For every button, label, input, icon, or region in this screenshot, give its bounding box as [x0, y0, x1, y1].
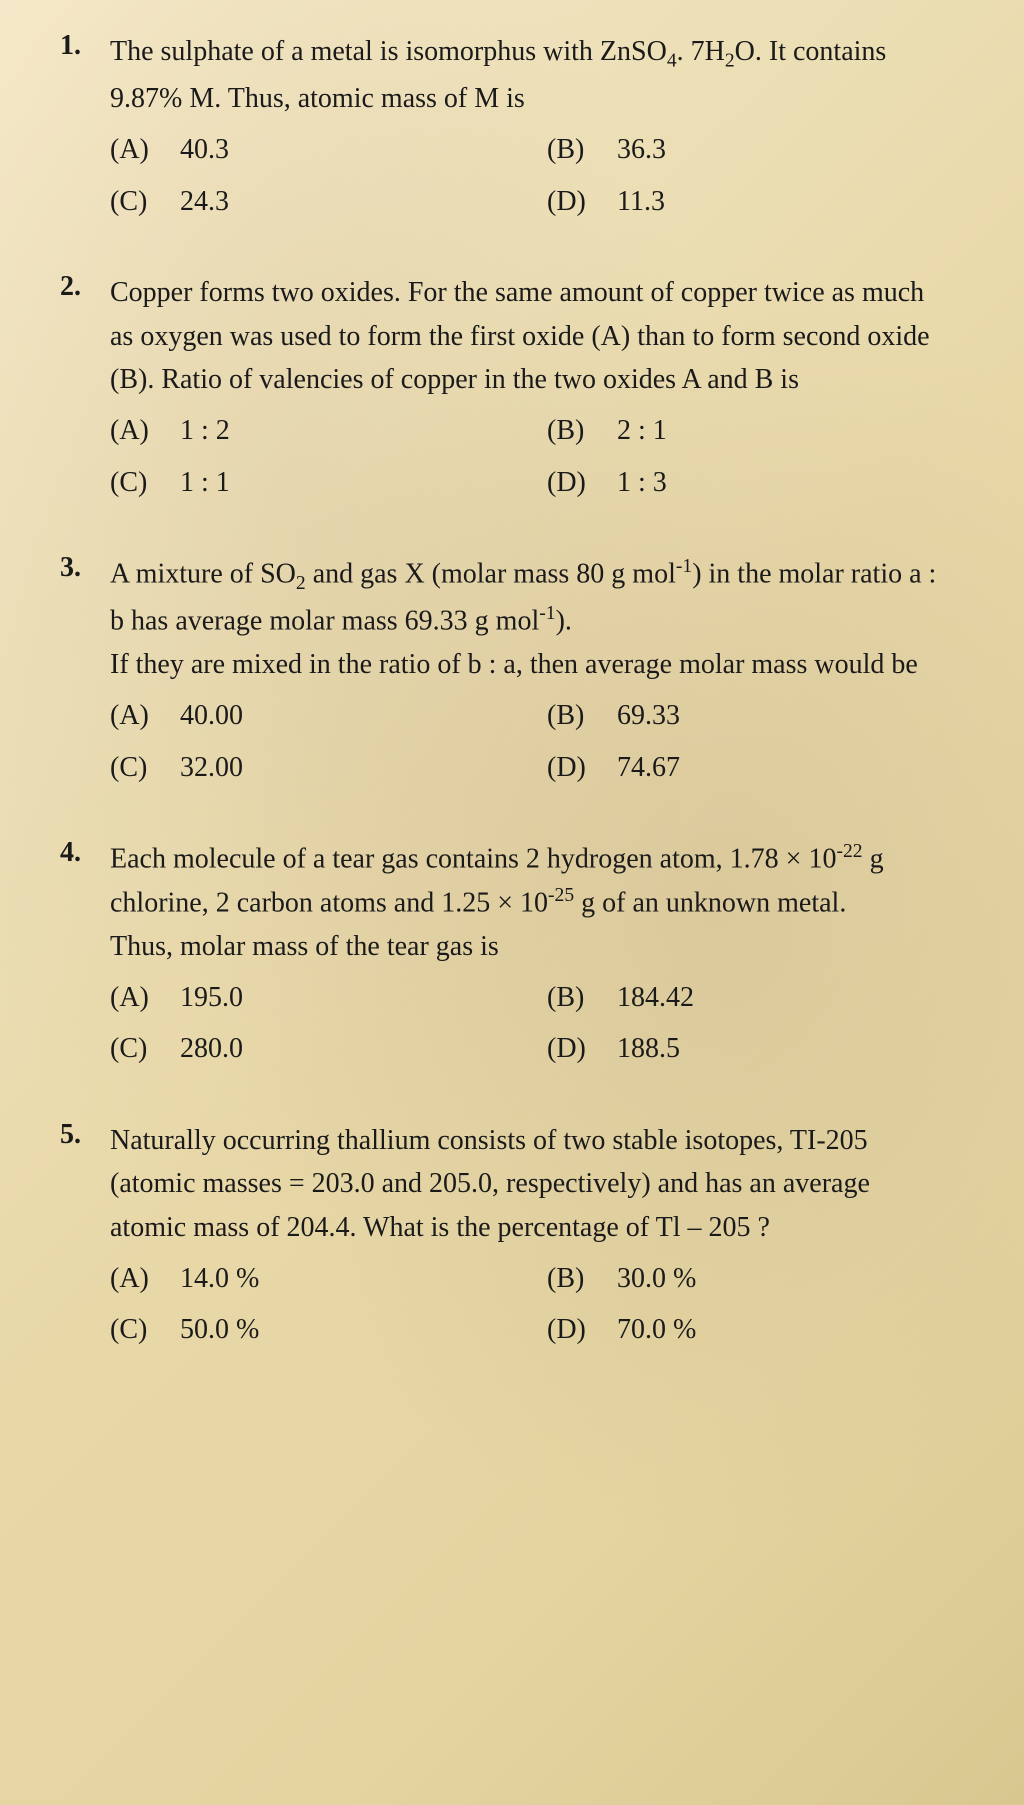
- option-value: 1 : 3: [617, 461, 667, 504]
- option-label: (C): [110, 1308, 160, 1351]
- option-a[interactable]: (A) 40.00: [110, 694, 507, 737]
- option-c[interactable]: (C) 280.0: [110, 1027, 507, 1070]
- option-value: 36.3: [617, 128, 666, 171]
- option-label: (D): [547, 461, 597, 504]
- option-c[interactable]: (C) 1 : 1: [110, 461, 507, 504]
- option-label: (D): [547, 1308, 597, 1351]
- option-value: 14.0 %: [180, 1257, 259, 1300]
- question-5: 5.Naturally occurring thallium consists …: [40, 1119, 944, 1352]
- option-value: 30.0 %: [617, 1257, 696, 1300]
- option-label: (B): [547, 409, 597, 452]
- option-value: 50.0 %: [180, 1308, 259, 1351]
- option-a[interactable]: (A) 195.0: [110, 976, 507, 1019]
- question-number: 1.: [40, 30, 110, 223]
- option-label: (B): [547, 1257, 597, 1300]
- question-text: Each molecule of a tear gas contains 2 h…: [110, 837, 944, 968]
- option-value: 32.00: [180, 746, 243, 789]
- option-label: (A): [110, 976, 160, 1019]
- option-label: (A): [110, 409, 160, 452]
- option-label: (C): [110, 1027, 160, 1070]
- option-label: (D): [547, 746, 597, 789]
- question-1: 1.The sulphate of a metal is isomorphus …: [40, 30, 944, 223]
- question-4: 4.Each molecule of a tear gas contains 2…: [40, 837, 944, 1071]
- option-label: (D): [547, 180, 597, 223]
- option-value: 195.0: [180, 976, 243, 1019]
- option-label: (B): [547, 694, 597, 737]
- option-value: 1 : 2: [180, 409, 230, 452]
- option-label: (C): [110, 461, 160, 504]
- option-b[interactable]: (B) 184.42: [547, 976, 944, 1019]
- question-text: Copper forms two oxides. For the same am…: [110, 271, 944, 401]
- option-d[interactable]: (D) 1 : 3: [547, 461, 944, 504]
- option-label: (A): [110, 1257, 160, 1300]
- option-c[interactable]: (C) 50.0 %: [110, 1308, 507, 1351]
- question-number: 3.: [40, 552, 110, 789]
- option-value: 74.67: [617, 746, 680, 789]
- option-value: 184.42: [617, 976, 694, 1019]
- option-d[interactable]: (D) 70.0 %: [547, 1308, 944, 1351]
- question-3: 3.A mixture of SO2 and gas X (molar mass…: [40, 552, 944, 789]
- options-grid: (A) 195.0 (B) 184.42 (C) 280.0 (D) 188.5: [110, 976, 944, 1071]
- question-body: Each molecule of a tear gas contains 2 h…: [110, 837, 944, 1071]
- option-d[interactable]: (D) 11.3: [547, 180, 944, 223]
- option-value: 40.3: [180, 128, 229, 171]
- options-grid: (A) 40.3 (B) 36.3 (C) 24.3 (D) 11.3: [110, 128, 944, 223]
- option-value: 280.0: [180, 1027, 243, 1070]
- option-value: 69.33: [617, 694, 680, 737]
- option-c[interactable]: (C) 32.00: [110, 746, 507, 789]
- option-value: 1 : 1: [180, 461, 230, 504]
- option-b[interactable]: (B) 30.0 %: [547, 1257, 944, 1300]
- question-text: A mixture of SO2 and gas X (molar mass 8…: [110, 552, 944, 686]
- option-value: 24.3: [180, 180, 229, 223]
- option-value: 11.3: [617, 180, 665, 223]
- question-number: 5.: [40, 1119, 110, 1352]
- question-body: Copper forms two oxides. For the same am…: [110, 271, 944, 504]
- option-label: (A): [110, 694, 160, 737]
- option-a[interactable]: (A) 14.0 %: [110, 1257, 507, 1300]
- option-a[interactable]: (A) 40.3: [110, 128, 507, 171]
- option-a[interactable]: (A) 1 : 2: [110, 409, 507, 452]
- question-text: The sulphate of a metal is isomorphus wi…: [110, 30, 944, 120]
- option-label: (B): [547, 976, 597, 1019]
- option-label: (B): [547, 128, 597, 171]
- option-value: 188.5: [617, 1027, 680, 1070]
- options-grid: (A) 40.00 (B) 69.33 (C) 32.00 (D) 74.67: [110, 694, 944, 789]
- questions-container: 1.The sulphate of a metal is isomorphus …: [40, 30, 944, 1352]
- option-value: 40.00: [180, 694, 243, 737]
- option-b[interactable]: (B) 36.3: [547, 128, 944, 171]
- option-d[interactable]: (D) 188.5: [547, 1027, 944, 1070]
- question-body: A mixture of SO2 and gas X (molar mass 8…: [110, 552, 944, 789]
- option-d[interactable]: (D) 74.67: [547, 746, 944, 789]
- option-b[interactable]: (B) 69.33: [547, 694, 944, 737]
- option-value: 2 : 1: [617, 409, 667, 452]
- question-body: The sulphate of a metal is isomorphus wi…: [110, 30, 944, 223]
- question-number: 4.: [40, 837, 110, 1071]
- option-value: 70.0 %: [617, 1308, 696, 1351]
- question-text: Naturally occurring thallium consists of…: [110, 1119, 944, 1249]
- option-label: (A): [110, 128, 160, 171]
- question-body: Naturally occurring thallium consists of…: [110, 1119, 944, 1352]
- options-grid: (A) 1 : 2 (B) 2 : 1 (C) 1 : 1 (D) 1 : 3: [110, 409, 944, 504]
- question-2: 2.Copper forms two oxides. For the same …: [40, 271, 944, 504]
- question-number: 2.: [40, 271, 110, 504]
- options-grid: (A) 14.0 % (B) 30.0 % (C) 50.0 % (D) 70.0 %: [110, 1257, 944, 1352]
- option-label: (D): [547, 1027, 597, 1070]
- option-c[interactable]: (C) 24.3: [110, 180, 507, 223]
- option-label: (C): [110, 746, 160, 789]
- option-b[interactable]: (B) 2 : 1: [547, 409, 944, 452]
- option-label: (C): [110, 180, 160, 223]
